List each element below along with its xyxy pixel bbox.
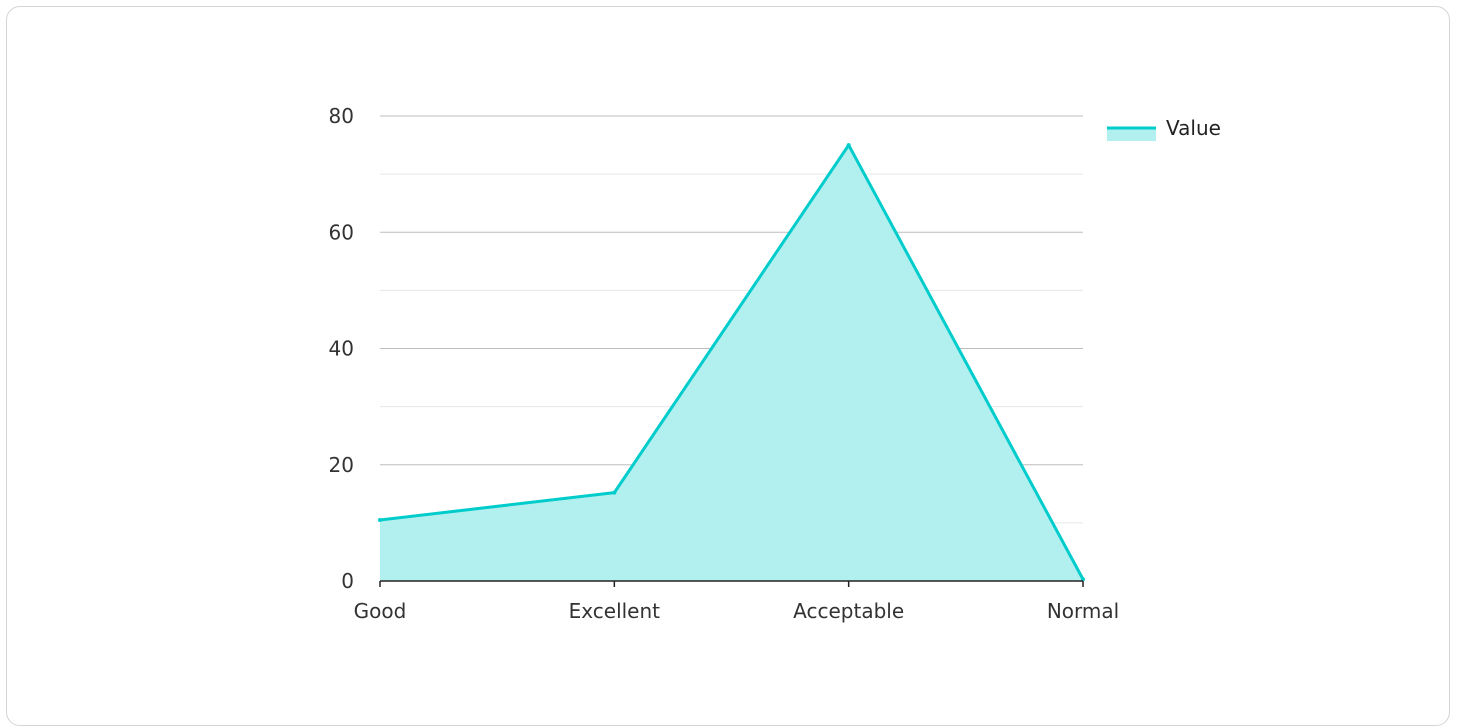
- y-tick-label: 60: [329, 220, 354, 244]
- data-point: [846, 143, 851, 148]
- y-tick-label: 0: [341, 569, 354, 593]
- x-tick-label: Excellent: [569, 599, 661, 623]
- x-tick-label: Acceptable: [793, 599, 904, 623]
- plot-area: [378, 143, 1085, 582]
- series-line: [379, 143, 1085, 580]
- data-point: [378, 517, 382, 522]
- x-tick-label: Normal: [1047, 599, 1119, 623]
- area-chart: 0 20 40 60 80 Good Excellent Acceptable Normal V…: [329, 104, 1221, 623]
- data-point: [612, 490, 617, 495]
- legend-label-value: Value: [1166, 116, 1221, 140]
- y-tick-label: 40: [329, 337, 354, 361]
- area-fill: [380, 145, 1083, 581]
- y-tick-label: 80: [329, 104, 354, 128]
- legend: Value: [1107, 116, 1221, 141]
- axes: 0 20 40 60 80 Good Excellent Acceptable Normal: [329, 104, 1120, 623]
- y-tick-label: 20: [329, 453, 354, 477]
- legend-swatch-fill: [1107, 128, 1156, 141]
- x-tick-label: Good: [354, 599, 407, 623]
